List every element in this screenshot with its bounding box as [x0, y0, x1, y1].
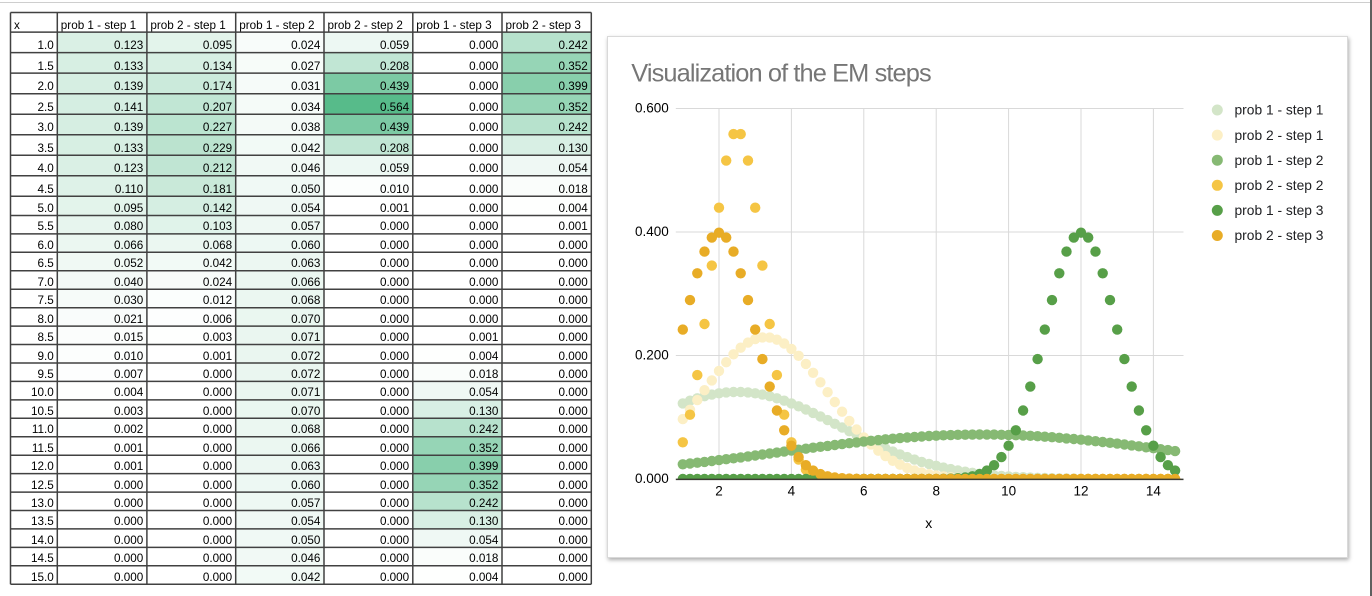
svg-text:8: 8	[932, 484, 940, 499]
svg-text:prob 1 - step 2: prob 1 - step 2	[1234, 153, 1323, 168]
svg-text:12: 12	[1073, 484, 1088, 499]
svg-text:prob 1 - step 3: prob 1 - step 3	[1234, 203, 1323, 218]
svg-text:prob 2 - step 1: prob 2 - step 1	[1234, 128, 1323, 143]
svg-text:10: 10	[1001, 484, 1016, 499]
svg-text:14: 14	[1146, 484, 1162, 499]
svg-text:0.400: 0.400	[635, 224, 669, 239]
svg-text:2: 2	[715, 484, 723, 499]
svg-text:Visualization of the EM steps: Visualization of the EM steps	[631, 60, 931, 88]
svg-text:0.600: 0.600	[635, 101, 669, 116]
svg-text:6: 6	[860, 484, 868, 499]
svg-text:0.000: 0.000	[635, 471, 669, 486]
svg-text:prob 2 - step 3: prob 2 - step 3	[1234, 228, 1323, 243]
svg-text:prob 1 - step 1: prob 1 - step 1	[1234, 103, 1323, 118]
svg-text:prob 2 - step 2: prob 2 - step 2	[1234, 178, 1323, 193]
svg-text:0.200: 0.200	[635, 348, 669, 363]
svg-text:4: 4	[787, 484, 795, 499]
svg-text:x: x	[925, 515, 932, 531]
